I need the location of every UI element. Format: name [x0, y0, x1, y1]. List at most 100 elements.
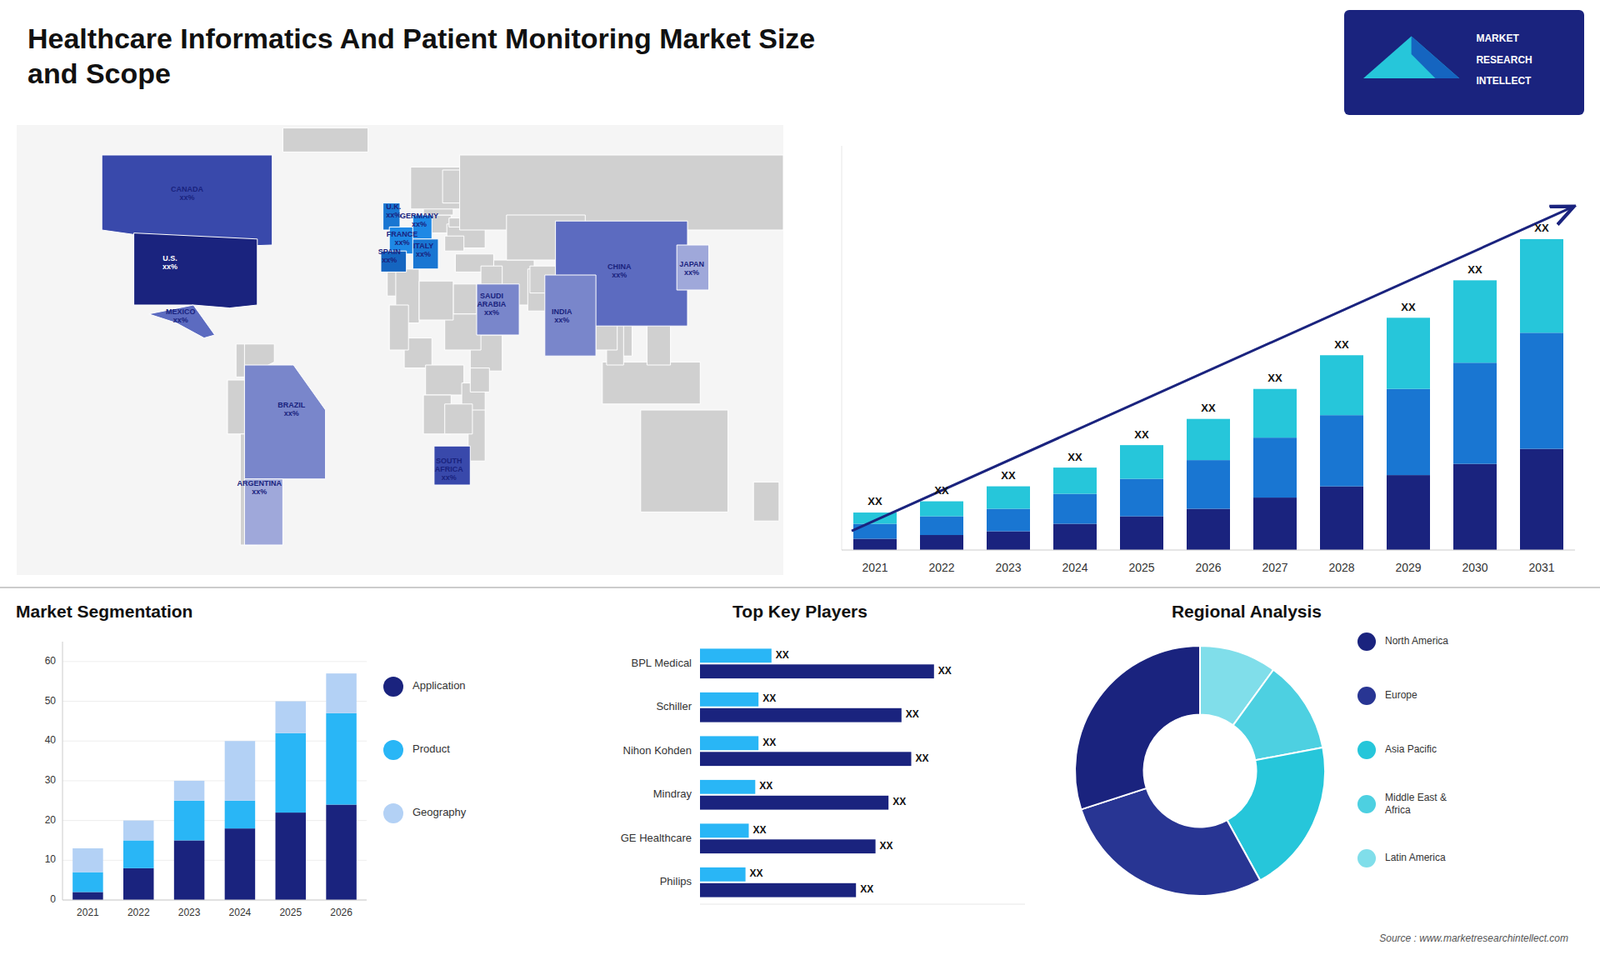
y-tick-label: Mindray — [653, 787, 693, 800]
data-label: XX — [1534, 221, 1550, 235]
country — [410, 166, 465, 209]
country-highlight — [545, 275, 596, 356]
data-label: XX — [1067, 450, 1083, 464]
data-label: XX — [762, 692, 776, 705]
bar-segment — [123, 868, 155, 900]
bar-segment — [1120, 516, 1164, 550]
bar-segment — [1386, 389, 1430, 475]
grid-line — [62, 860, 367, 861]
donut-slice — [1075, 645, 1200, 810]
bar — [700, 664, 935, 679]
bar-segment — [225, 828, 256, 900]
bar-segment — [123, 820, 155, 841]
x-tick-label: 2026 — [330, 906, 353, 919]
page: Healthcare Informatics And Patient Monit… — [0, 0, 1600, 955]
donut-slice — [1233, 670, 1324, 761]
logo-text: INTELLECT — [1475, 75, 1532, 87]
y-tick-label: Schiller — [655, 700, 692, 713]
grid-line — [62, 900, 367, 901]
bar-segment — [986, 509, 1030, 532]
x-tick-label: 2025 — [279, 906, 302, 919]
bar-segment — [986, 486, 1030, 510]
legend-swatch — [1357, 740, 1376, 760]
bar-segment — [1120, 445, 1164, 479]
bar — [700, 692, 759, 707]
bars — [700, 648, 935, 897]
bar-segment — [225, 800, 256, 829]
y-tick-label: BPL Medical — [631, 656, 693, 670]
x-tick-label: 2023 — [995, 560, 1021, 575]
bar-segment — [1453, 464, 1497, 550]
bar-segment — [325, 673, 357, 714]
bar-segment — [275, 733, 307, 813]
bar-segment — [1186, 460, 1230, 509]
country-label: U.K.xx% — [385, 203, 401, 220]
country-label: CHINAxx% — [607, 263, 632, 280]
bar-segment — [1186, 509, 1230, 550]
bars — [72, 673, 357, 900]
bar — [700, 839, 876, 854]
section-title: Market Segmentation — [15, 601, 193, 621]
data-label: XX — [775, 649, 790, 661]
legend-swatch — [1357, 686, 1376, 705]
bar-segment — [174, 840, 205, 900]
bar-segment — [1253, 437, 1297, 498]
bar-segment — [1320, 486, 1364, 550]
x-tick-label: 2024 — [1061, 560, 1088, 575]
bar-segment — [920, 516, 964, 535]
x-tick-label: 2026 — [1195, 560, 1221, 575]
bar — [700, 823, 750, 838]
logo-shape — [1363, 36, 1460, 79]
source-text: Source : www.marketresearchintellect.com — [1379, 932, 1569, 945]
country — [640, 410, 729, 512]
data-label: XX — [1467, 263, 1483, 276]
y-tick-label: 50 — [45, 695, 57, 707]
bar — [700, 648, 772, 663]
bar-segment — [275, 812, 307, 900]
logo-shape — [1411, 36, 1460, 79]
legend-label: North America — [1385, 635, 1449, 647]
bar-segment — [1386, 475, 1430, 550]
country-label: SPAINxx% — [378, 248, 401, 265]
bar-segment — [1386, 317, 1430, 389]
y-tick-label: 40 — [45, 734, 57, 746]
x-axis-line — [700, 904, 1025, 905]
bar-segment — [1520, 332, 1564, 449]
country-highlight — [101, 155, 273, 249]
country — [419, 280, 454, 320]
country-label: CANADAxx% — [170, 185, 204, 202]
country — [602, 361, 701, 404]
data-label: XX — [759, 780, 773, 792]
country-highlight — [676, 245, 709, 290]
x-tick-label: 2029 — [1395, 560, 1421, 575]
y-tick-label: 30 — [45, 774, 57, 786]
bar-segment — [1320, 415, 1364, 486]
x-tick-label: 2030 — [1461, 560, 1488, 575]
bar — [700, 883, 856, 898]
x-tick-label: 2022 — [928, 560, 955, 575]
x-tick-label: 2021 — [76, 906, 100, 919]
y-tick-label: Nihon Kohden — [623, 744, 692, 757]
bar — [700, 780, 755, 795]
data-label: XX — [1000, 469, 1016, 482]
country-label: INDIAxx% — [551, 308, 573, 325]
data-label: XX — [892, 795, 906, 808]
legend-label: Europe — [1385, 689, 1418, 701]
bar-segment — [72, 872, 104, 893]
legend-swatch — [1357, 632, 1376, 651]
bar — [700, 867, 746, 882]
country-highlight — [412, 239, 439, 270]
x-axis-line — [841, 550, 1575, 551]
data-label: XX — [1334, 338, 1350, 351]
bar-segment — [1520, 239, 1564, 333]
country-label: BRAZILxx% — [277, 400, 305, 418]
bar-segment — [72, 848, 104, 873]
grid-line — [62, 740, 367, 742]
logo-background — [1344, 10, 1585, 115]
y-tick-label: GE Healthcare — [620, 831, 692, 845]
data-label: XX — [1267, 371, 1283, 385]
bar — [700, 795, 889, 810]
bar-segment — [72, 891, 104, 900]
y-tick-label: 20 — [45, 814, 57, 826]
trend-arrow — [851, 207, 1572, 531]
